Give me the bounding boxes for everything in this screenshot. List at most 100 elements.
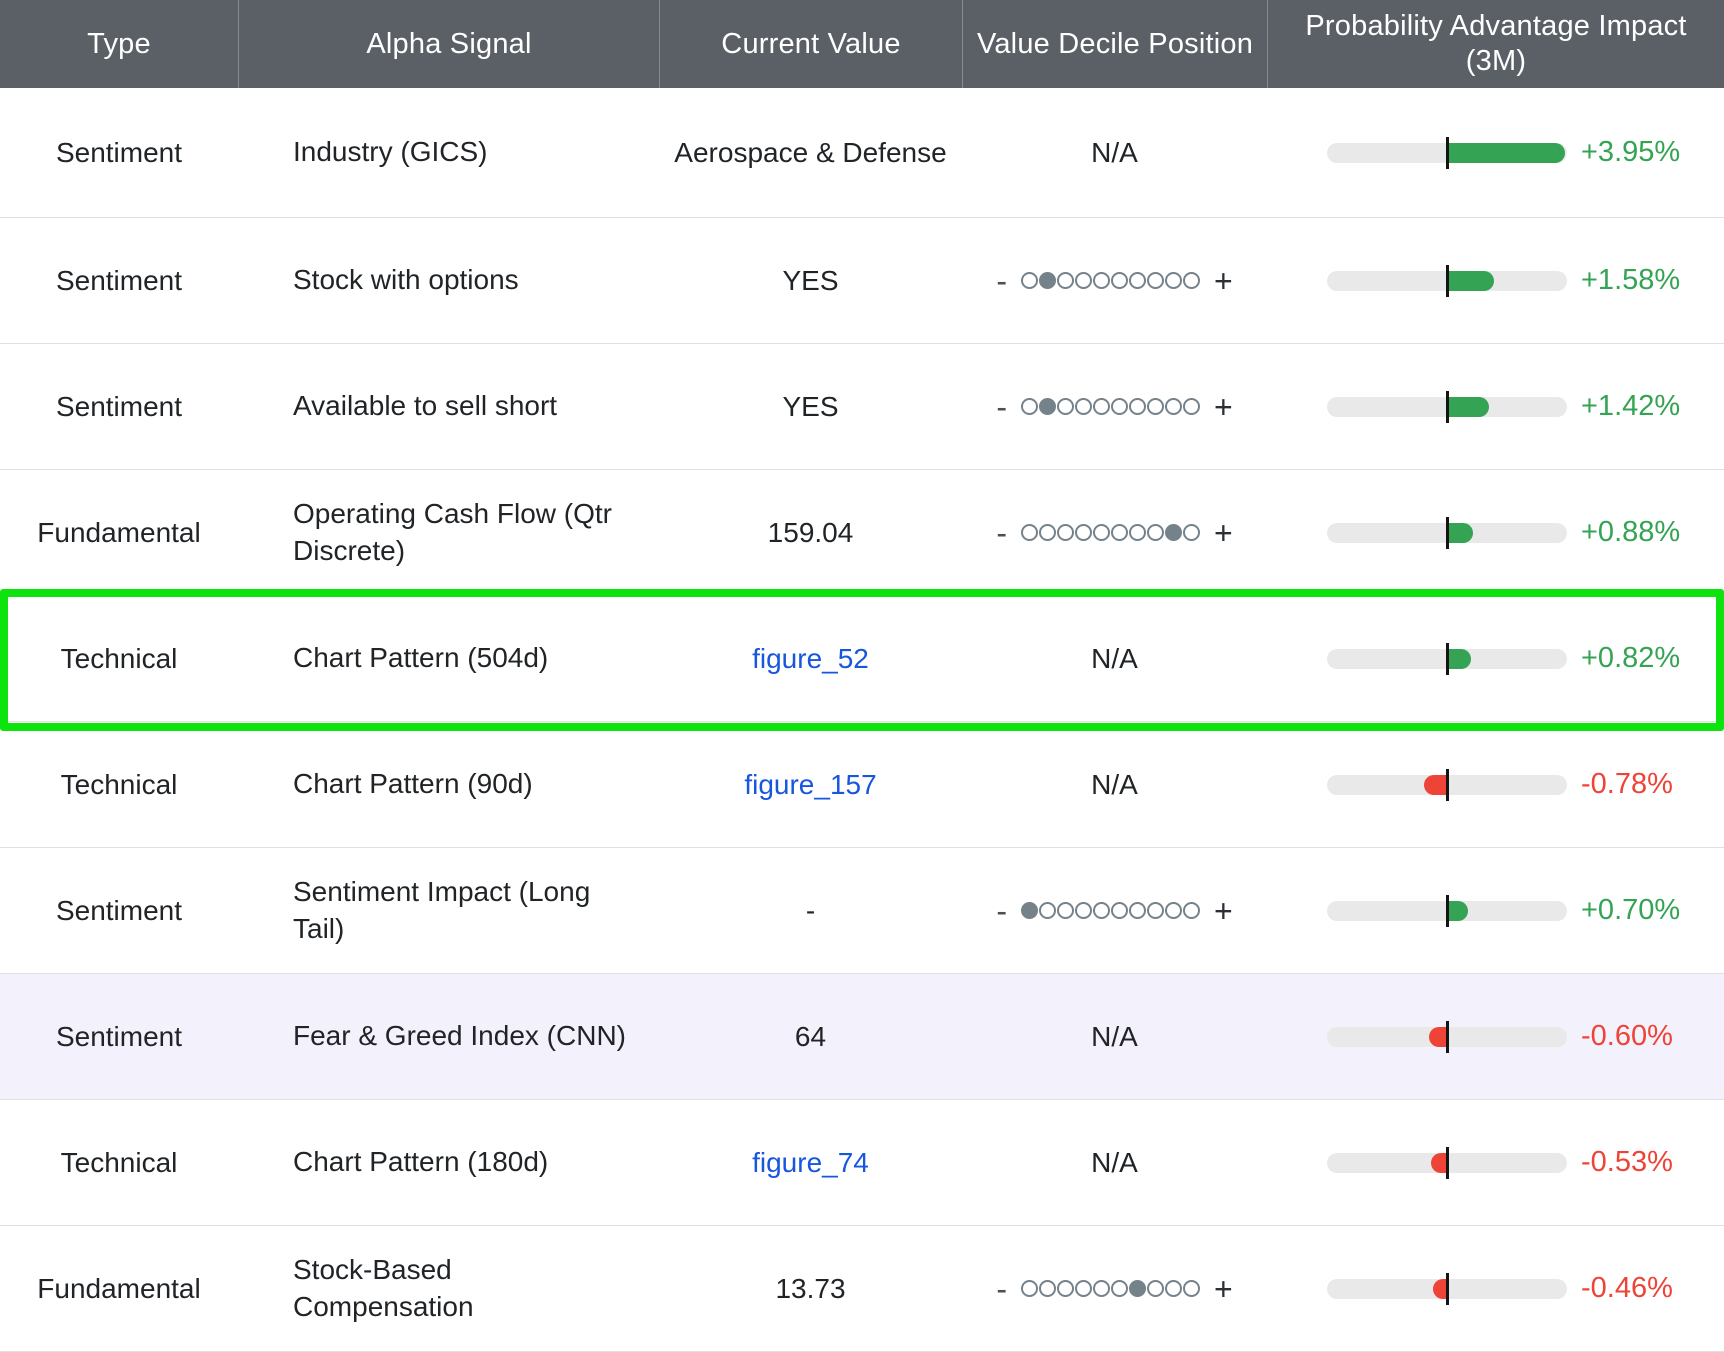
impact-bar-zero-tick — [1446, 642, 1449, 675]
decile-dot — [1182, 1280, 1200, 1297]
impact-bar-zero-tick — [1446, 136, 1449, 169]
column-header-probability-advantage-impact: Probability Advantage Impact (3M) — [1267, 0, 1724, 88]
impact-bar-zero-tick — [1446, 1272, 1449, 1305]
impact-value-label: +0.70% — [1581, 894, 1681, 926]
impact-bar-zero-tick — [1446, 894, 1449, 927]
impact-value-label: -0.53% — [1581, 1146, 1673, 1178]
table-header: Type Alpha Signal Current Value Value De… — [0, 0, 1724, 88]
table-row[interactable]: Fundamental Operating Cash Flow (Qtr Dis… — [0, 470, 1724, 596]
decile-minus-label: - — [996, 892, 1007, 929]
alpha-signal-cell: Fear & Greed Index (CNN) — [238, 974, 659, 1099]
impact-bar — [1327, 516, 1567, 549]
value-decile-cell: - + — [962, 1226, 1267, 1351]
impact-bar-fill — [1447, 396, 1489, 417]
impact-cell: +1.58% — [1267, 218, 1724, 343]
current-value-label: YES — [782, 264, 839, 296]
value-decile-cell: N/A — [962, 974, 1267, 1099]
decile-dot — [1146, 1280, 1164, 1297]
decile-dot — [1182, 272, 1200, 289]
impact-bar-zero-tick — [1446, 264, 1449, 297]
impact-bar — [1327, 642, 1567, 675]
alpha-signal-label: Stock with options — [293, 264, 519, 296]
decile-dot — [1056, 1280, 1074, 1297]
table-row[interactable]: Sentiment Available to sell short YES - +… — [0, 344, 1724, 470]
decile-minus-label: - — [996, 262, 1007, 299]
decile-dots — [1020, 398, 1200, 415]
impact-bar — [1327, 1146, 1567, 1179]
decile-dot — [1110, 1280, 1128, 1297]
alpha-signal-cell: Industry (GICS) — [238, 88, 659, 217]
decile-dot — [1110, 272, 1128, 289]
alpha-signal-cell: Stock with options — [238, 218, 659, 343]
impact-cell: +1.42% — [1267, 344, 1724, 469]
decile-dot — [1164, 1280, 1182, 1297]
decile-dot — [1092, 902, 1110, 919]
impact-bar-zero-tick — [1446, 1020, 1449, 1053]
figure-link[interactable]: figure_157 — [744, 768, 877, 800]
impact-bar-zero-tick — [1446, 1146, 1449, 1179]
table-row[interactable]: Technical Chart Pattern (180d) figure_74… — [0, 1100, 1724, 1226]
value-decile-cell: N/A — [962, 1100, 1267, 1225]
impact-cell: +0.70% — [1267, 848, 1724, 973]
type-cell: Technical — [60, 768, 178, 800]
decile-dot — [1074, 524, 1092, 541]
table-row[interactable]: Sentiment Fear & Greed Index (CNN) 64 N/… — [0, 974, 1724, 1100]
impact-bar — [1327, 894, 1567, 927]
decile-dot-filled — [1020, 902, 1038, 919]
na-label: N/A — [1091, 642, 1138, 674]
decile-dot — [1092, 1280, 1110, 1297]
current-value-label: 13.73 — [775, 1272, 846, 1304]
value-decile-cell: - + — [962, 848, 1267, 973]
table-row[interactable]: Technical Chart Pattern (90d) figure_157… — [0, 722, 1724, 848]
impact-cell: -0.78% — [1267, 722, 1724, 847]
alpha-signal-cell: Operating Cash Flow (Qtr Discrete) — [238, 470, 659, 595]
figure-link[interactable]: figure_74 — [752, 1146, 869, 1178]
decile-plus-label: + — [1213, 388, 1233, 425]
impact-bar — [1327, 136, 1567, 169]
table-row-selected[interactable]: Technical Chart Pattern (504d) figure_52… — [0, 596, 1724, 722]
decile-dot — [1020, 272, 1038, 289]
table-row[interactable]: Sentiment Industry (GICS) Aerospace & De… — [0, 88, 1724, 218]
column-header-type: Type — [87, 27, 151, 60]
type-cell: Fundamental — [37, 1272, 201, 1304]
impact-value-label: +0.88% — [1581, 516, 1681, 548]
decile-dot — [1182, 902, 1200, 919]
na-label: N/A — [1091, 1146, 1138, 1178]
current-value-cell: 13.73 — [659, 1226, 962, 1351]
decile-dot — [1146, 902, 1164, 919]
alpha-signal-label: Chart Pattern (90d) — [293, 768, 533, 800]
decile-dot-filled — [1038, 398, 1056, 415]
impact-value-label: +0.82% — [1581, 642, 1681, 674]
impact-cell: +0.82% — [1267, 596, 1724, 721]
decile-dot — [1074, 902, 1092, 919]
impact-bar-fill — [1447, 900, 1468, 921]
decile-dot — [1074, 1280, 1092, 1297]
value-decile-cell: - + — [962, 470, 1267, 595]
alpha-signal-label: Industry (GICS) — [293, 136, 488, 168]
decile-dot-filled — [1164, 524, 1182, 541]
decile-minus-label: - — [996, 388, 1007, 425]
decile-dot — [1164, 902, 1182, 919]
type-cell: Sentiment — [55, 894, 183, 926]
decile-dot — [1038, 1280, 1056, 1297]
figure-link[interactable]: figure_52 — [752, 642, 869, 674]
decile-dot — [1056, 902, 1074, 919]
impact-value-label: -0.78% — [1581, 768, 1673, 800]
decile-dot — [1074, 272, 1092, 289]
impact-bar-zero-tick — [1446, 516, 1449, 549]
current-value-cell: Aerospace & Defense — [659, 88, 962, 217]
decile-dot — [1146, 524, 1164, 541]
decile-dot — [1110, 524, 1128, 541]
decile-plus-label: + — [1213, 892, 1233, 929]
type-cell: Technical — [60, 642, 178, 674]
current-value-label: 64 — [794, 1020, 827, 1052]
alpha-signal-label: Available to sell short — [293, 390, 558, 422]
current-value-cell: figure_157 — [659, 722, 962, 847]
table-row[interactable]: Sentiment Sentiment Impact (Long Tail) -… — [0, 848, 1724, 974]
table-row[interactable]: Sentiment Stock with options YES - + +1.5… — [0, 218, 1724, 344]
impact-value-label: +1.42% — [1581, 390, 1681, 422]
value-decile-cell: N/A — [962, 596, 1267, 721]
decile-dot — [1056, 272, 1074, 289]
table-row[interactable]: Fundamental Stock-Based Compensation 13.… — [0, 1226, 1724, 1352]
